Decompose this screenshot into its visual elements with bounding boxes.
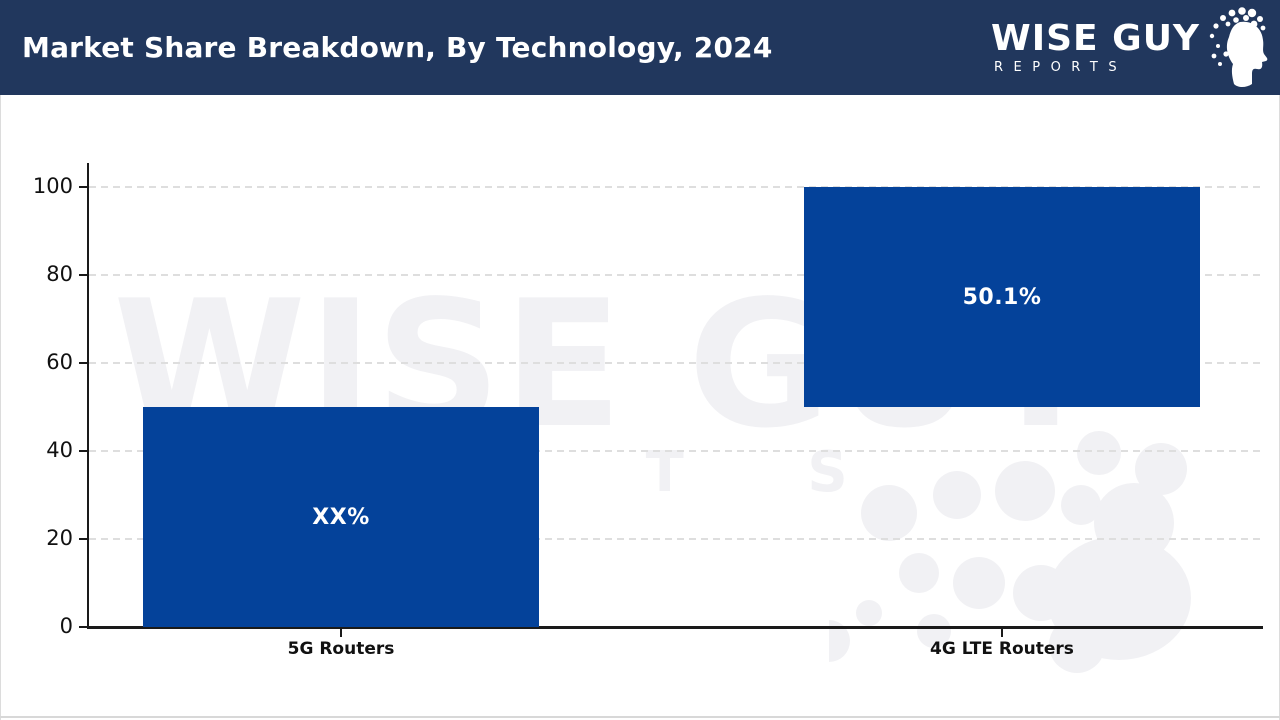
bar-4g-lte-routers: 50.1% (804, 187, 1200, 408)
y-axis-tick (79, 362, 87, 364)
header-bar: Market Share Breakdown, By Technology, 2… (0, 0, 1280, 95)
brand-logo: WISE GUY REPORTS (991, 0, 1268, 95)
watermark-face (829, 431, 1191, 673)
y-tick-label: 20 (46, 526, 73, 550)
brand-logo-text: WISE GUY REPORTS (990, 18, 1200, 75)
logo-face-icon (1209, 6, 1268, 87)
y-axis-tick (79, 274, 87, 276)
bar-value-label: 50.1% (962, 284, 1042, 310)
gridline (89, 362, 1263, 364)
x-tick-label: 5G Routers (287, 639, 395, 659)
brand-subname: REPORTS (993, 60, 1128, 75)
y-axis-line (87, 163, 89, 629)
x-axis-line (87, 626, 1263, 629)
x-axis-tick (340, 629, 342, 637)
bar-value-label: XX% (312, 504, 370, 530)
watermark-text-line2: R T S (479, 440, 900, 505)
x-tick-label: 4G LTE Routers (930, 639, 1074, 659)
y-tick-label: 0 (59, 614, 73, 638)
y-tick-label: 60 (46, 350, 73, 374)
gridline (89, 450, 1263, 452)
gridline (89, 538, 1263, 540)
gridline (89, 186, 1263, 188)
y-axis-tick (79, 186, 87, 188)
y-tick-label: 100 (32, 174, 73, 198)
y-tick-label: 40 (46, 438, 73, 462)
y-axis-tick (79, 450, 87, 452)
y-tick-label: 80 (46, 262, 73, 286)
x-axis-tick (1001, 629, 1003, 637)
y-axis-tick (79, 626, 87, 628)
brand-name: WISE GUY (990, 18, 1200, 59)
page-title: Market Share Breakdown, By Technology, 2… (22, 31, 773, 64)
bar-5g-routers: XX% (143, 407, 539, 627)
gridline (89, 274, 1263, 276)
y-axis-tick (79, 538, 87, 540)
bottom-divider (0, 716, 1280, 718)
chart-area: WISE GUY R T S 0 20 40 60 80 100 XX% 50.1% 5G Ro… (0, 95, 1280, 720)
